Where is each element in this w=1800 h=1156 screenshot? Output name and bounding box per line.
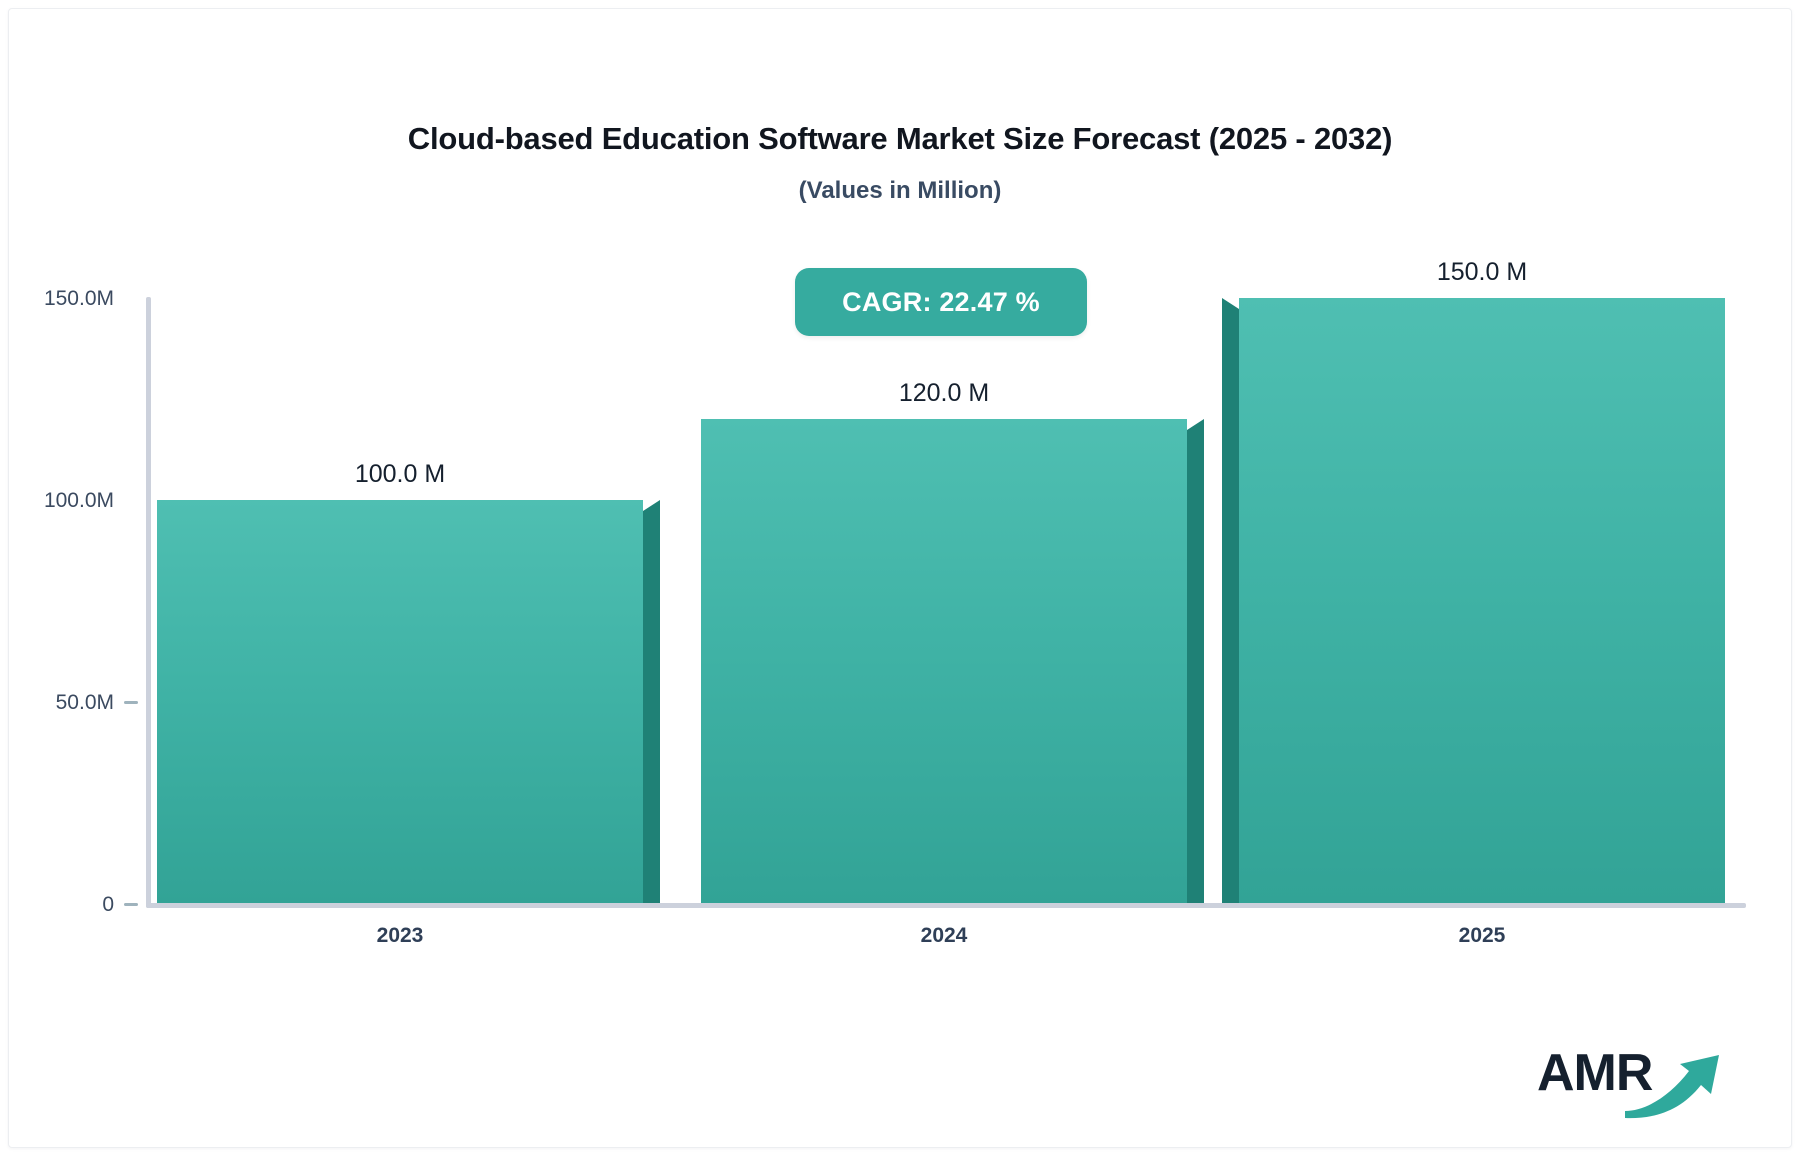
y-tick-150: 150.0M (9, 287, 114, 310)
x-axis-line (146, 903, 1746, 908)
y-tick-label-150: 150.0M (43, 287, 114, 310)
bar-value-label-2023: 100.0 M (354, 460, 446, 488)
y-tick-label-50: 50.0M (55, 691, 114, 714)
y-tick-label-0: 0 (102, 893, 114, 916)
x-category-label-2024: 2024 (920, 924, 968, 947)
bar-2023[interactable] (157, 500, 660, 903)
plot-area: 150.0M 100.0M 50.0M 0 100.0 M 2023 (9, 9, 1793, 1149)
bar-shadow-2025 (1222, 309, 1239, 903)
bar-shadow-2024 (1187, 430, 1204, 903)
bar-shadow-2023 (643, 511, 660, 903)
amr-logo: AMR (1537, 1041, 1727, 1119)
chart-title: Cloud-based Education Software Market Si… (407, 121, 1393, 156)
chart-card: Cloud-based Education Software Market Si… (8, 8, 1792, 1148)
bar-2024[interactable] (701, 419, 1204, 903)
growth-arrow-icon (1625, 1055, 1719, 1119)
bar-face-2024 (701, 419, 1187, 903)
bar-bevel-2024 (1187, 419, 1204, 430)
y-tick-100: 100.0M (9, 489, 114, 512)
chart-subtitle: (Values in Million) (798, 177, 1002, 204)
bar-face-2025 (1239, 298, 1725, 903)
y-axis-line (146, 297, 151, 908)
y-tick-label-100: 100.0M (43, 489, 114, 512)
y-tick-50: 50.0M (9, 691, 138, 714)
x-category-label-2025: 2025 (1458, 924, 1506, 947)
bar-2025[interactable] (1222, 298, 1725, 903)
bar-face-2023 (157, 500, 643, 903)
bar-bevel-2023 (643, 500, 660, 511)
bar-value-label-2025: 150.0 M (1436, 258, 1528, 286)
bar-value-label-2024: 120.0 M (898, 379, 990, 407)
cagr-badge-label: CAGR: 22.47 % (842, 286, 1040, 317)
x-category-label-2023: 2023 (376, 924, 424, 947)
y-tick-0: 0 (9, 893, 138, 916)
y-tick-mark-0 (124, 903, 138, 906)
y-tick-mark-50 (124, 701, 138, 704)
cagr-badge: CAGR: 22.47 % (795, 268, 1087, 336)
bar-bevel-2025 (1222, 298, 1239, 309)
amr-logo-text: AMR (1537, 1044, 1653, 1102)
